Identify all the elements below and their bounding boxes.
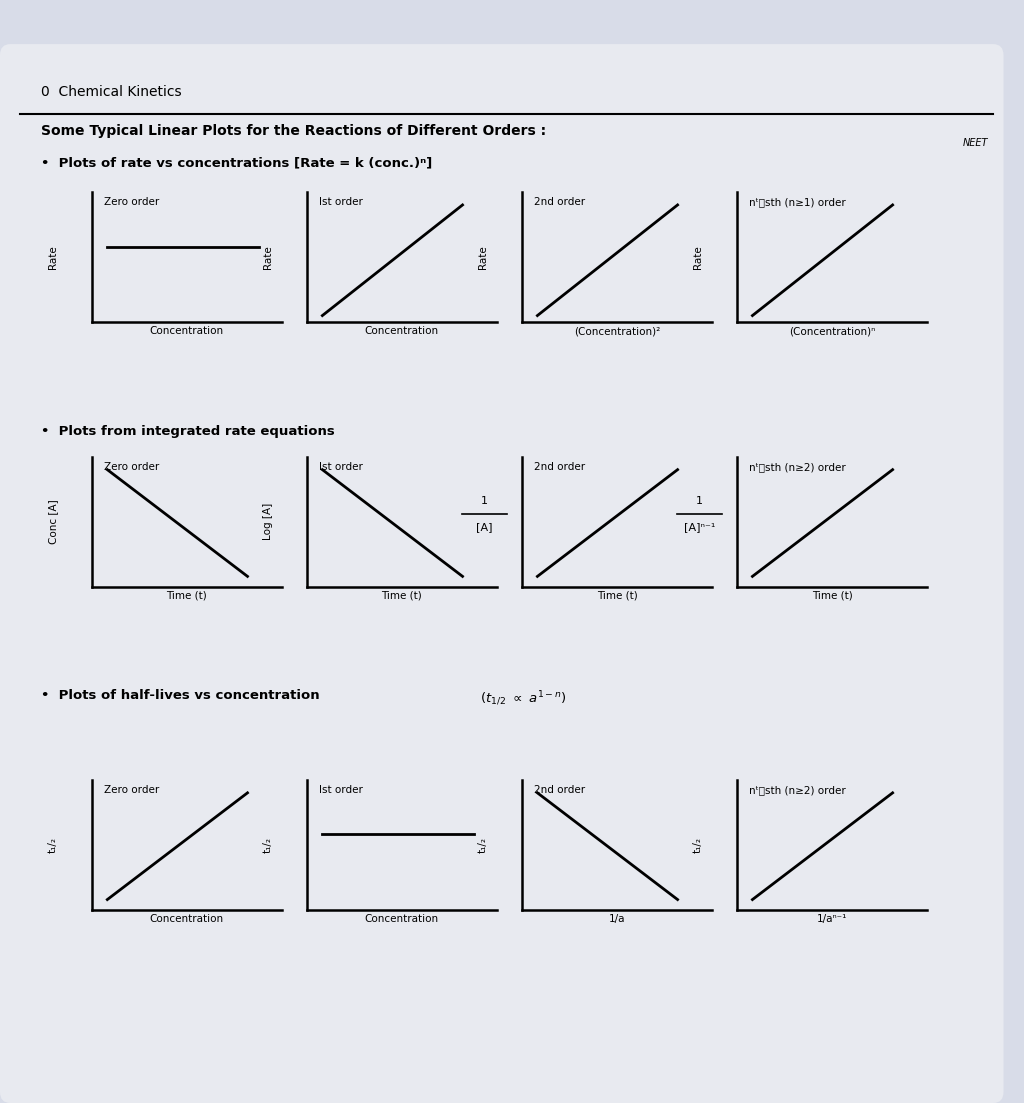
Text: 0  Chemical Kinetics: 0 Chemical Kinetics [41, 85, 181, 99]
X-axis label: Concentration: Concentration [365, 914, 439, 924]
Point [716, 507, 728, 521]
Y-axis label: Rate: Rate [478, 245, 488, 269]
Y-axis label: t₁/₂: t₁/₂ [48, 837, 58, 853]
X-axis label: (Concentration)ⁿ: (Concentration)ⁿ [788, 326, 876, 336]
Text: Ist order: Ist order [318, 462, 362, 472]
Y-axis label: Rate: Rate [48, 245, 58, 269]
Y-axis label: Rate: Rate [693, 245, 703, 269]
Text: Zero order: Zero order [103, 462, 159, 472]
Point [501, 507, 513, 521]
Text: nᵗ˾sth (n≥1) order: nᵗ˾sth (n≥1) order [749, 197, 846, 207]
X-axis label: (Concentration)²: (Concentration)² [573, 326, 660, 336]
Text: 2nd order: 2nd order [534, 197, 585, 207]
Text: Zero order: Zero order [103, 197, 159, 207]
Text: nᵗ˾sth (n≥2) order: nᵗ˾sth (n≥2) order [749, 785, 846, 795]
X-axis label: 1/aⁿ⁻¹: 1/aⁿ⁻¹ [817, 914, 847, 924]
Text: Some Typical Linear Plots for the Reactions of Different Orders :: Some Typical Linear Plots for the Reacti… [41, 124, 546, 138]
Y-axis label: t₁/₂: t₁/₂ [478, 837, 488, 853]
Text: •  Plots of rate vs concentrations [Rate = k (conc.)ⁿ]: • Plots of rate vs concentrations [Rate … [41, 157, 432, 170]
X-axis label: Time (t): Time (t) [597, 591, 637, 601]
Y-axis label: t₁/₂: t₁/₂ [693, 837, 703, 853]
Text: nᵗ˾sth (n≥2) order: nᵗ˾sth (n≥2) order [749, 462, 846, 472]
Y-axis label: Log [A]: Log [A] [263, 503, 273, 540]
Text: [A]: [A] [476, 522, 493, 532]
Point [671, 507, 683, 521]
Text: Ist order: Ist order [318, 785, 362, 795]
Text: 1: 1 [481, 496, 487, 506]
Text: NEET: NEET [963, 138, 988, 148]
Point [456, 507, 468, 521]
Y-axis label: Conc [A]: Conc [A] [48, 500, 58, 544]
X-axis label: 1/a: 1/a [608, 914, 626, 924]
X-axis label: Time (t): Time (t) [382, 591, 422, 601]
Text: ($t_{1/2}$ $\propto$ $a^{1-n}$): ($t_{1/2}$ $\propto$ $a^{1-n}$) [476, 689, 567, 708]
Y-axis label: Rate: Rate [263, 245, 273, 269]
X-axis label: Time (t): Time (t) [812, 591, 852, 601]
Text: [A]ⁿ⁻¹: [A]ⁿ⁻¹ [684, 522, 715, 532]
X-axis label: Time (t): Time (t) [167, 591, 207, 601]
Text: Ist order: Ist order [318, 197, 362, 207]
Y-axis label: t₁/₂: t₁/₂ [263, 837, 273, 853]
Text: Zero order: Zero order [103, 785, 159, 795]
Text: 2nd order: 2nd order [534, 462, 585, 472]
Text: 1: 1 [696, 496, 702, 506]
X-axis label: Concentration: Concentration [365, 326, 439, 336]
Text: 2nd order: 2nd order [534, 785, 585, 795]
X-axis label: Concentration: Concentration [150, 914, 224, 924]
Text: •  Plots from integrated rate equations: • Plots from integrated rate equations [41, 425, 335, 438]
X-axis label: Concentration: Concentration [150, 326, 224, 336]
Text: •  Plots of half-lives vs concentration: • Plots of half-lives vs concentration [41, 689, 319, 703]
